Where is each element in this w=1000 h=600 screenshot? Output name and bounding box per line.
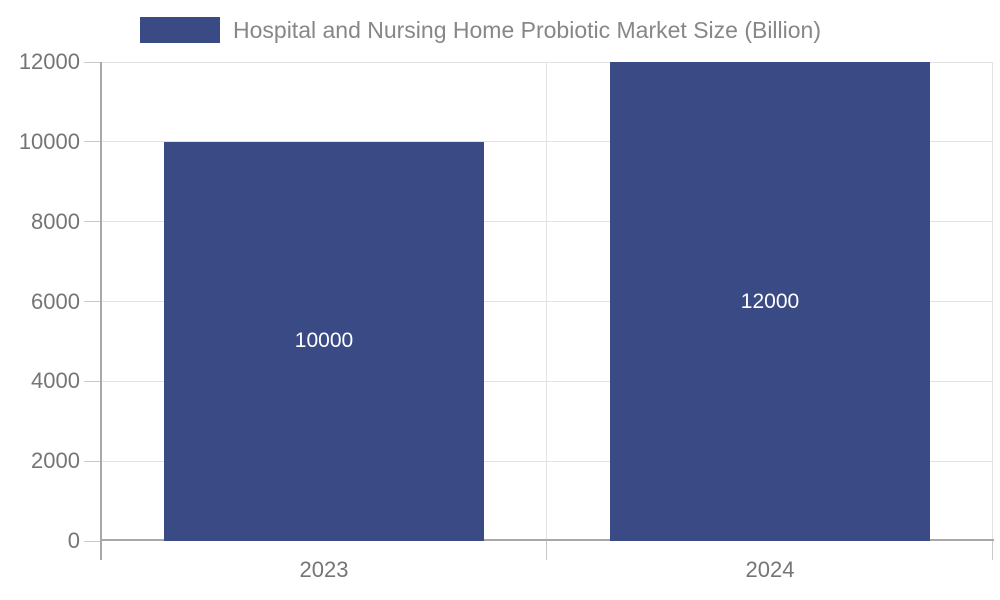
plot-area: 0 2000 4000 6000 8000 10000 12000 10000 2023 1200…	[19, 50, 994, 582]
y-axis-tick	[84, 61, 101, 63]
y-axis-tick-label: 0	[67, 528, 80, 553]
bar-2024[interactable]	[610, 62, 930, 541]
gridline-horizontal	[101, 380, 993, 382]
gridline-vertical	[546, 62, 547, 541]
gridline-horizontal	[101, 141, 993, 143]
y-axis-tick-label: 8000	[31, 208, 80, 234]
gridline-horizontal	[101, 301, 993, 302]
x-axis-tick	[992, 541, 993, 560]
legend-item[interactable]: Hospital and Nursing Home Probiotic Mark…	[140, 17, 821, 43]
y-axis-tick	[84, 301, 101, 302]
gridline-horizontal	[101, 460, 993, 462]
x-axis-label: 2023	[299, 557, 349, 582]
y-axis-tick-label: 4000	[31, 368, 80, 394]
y-axis-tick-label: 12000	[18, 49, 80, 74]
legend-swatch	[140, 17, 220, 43]
y-axis-line	[100, 62, 102, 560]
x-axis-line	[100, 539, 994, 541]
x-axis-tick	[546, 541, 547, 560]
y-axis-tick	[84, 221, 101, 223]
bar-value-label: 10000	[294, 329, 354, 353]
y-axis-tick	[84, 380, 101, 382]
bar-2023[interactable]	[164, 141, 484, 541]
y-axis-tick	[84, 460, 101, 462]
gridline-vertical	[992, 62, 993, 541]
y-axis-tick	[84, 141, 101, 143]
y-axis-tick-label: 2000	[31, 448, 80, 474]
y-axis-tick	[84, 540, 101, 542]
y-axis-tick-label: 6000	[31, 288, 80, 314]
gridline-horizontal	[101, 221, 993, 223]
x-axis-label: 2024	[745, 557, 795, 582]
legend-label: Hospital and Nursing Home Probiotic Mark…	[233, 17, 822, 43]
bar-value-label: 12000	[740, 289, 800, 313]
gridline-horizontal	[101, 61, 993, 63]
y-axis-tick-label: 10000	[18, 128, 80, 154]
